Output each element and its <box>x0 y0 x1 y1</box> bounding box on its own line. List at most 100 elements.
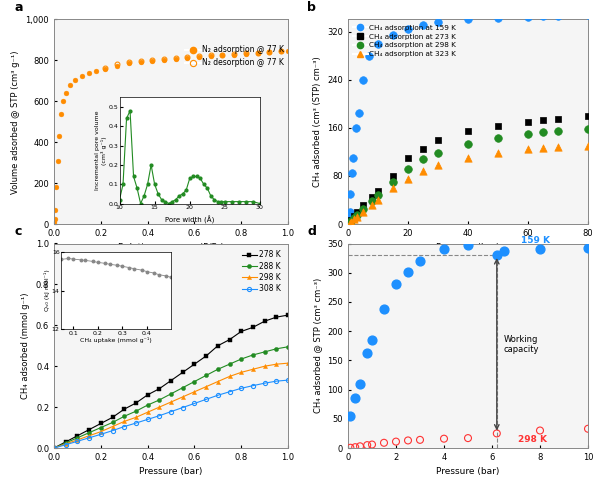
CH₄ adsorption at 273 K <box>403 154 413 162</box>
Point <box>463 434 473 442</box>
278 K <box>203 353 210 359</box>
278 K <box>226 337 233 342</box>
Point <box>403 268 413 276</box>
288 K <box>226 361 233 367</box>
X-axis label: Pressure (bar): Pressure (bar) <box>436 468 500 476</box>
298 K <box>179 394 187 400</box>
CH₄ adsorption at 273 K <box>349 212 359 220</box>
Point <box>367 441 377 449</box>
308 K <box>97 431 104 437</box>
CH₄ adsorption at 159 K <box>350 124 360 131</box>
Point <box>492 251 502 259</box>
CH₄ adsorption at 323 K <box>344 219 354 227</box>
288 K <box>132 408 139 414</box>
CH₄ adsorption at 273 K <box>538 116 548 124</box>
308 K <box>250 383 257 389</box>
308 K <box>167 409 175 414</box>
Text: d: d <box>307 225 316 238</box>
308 K <box>214 393 221 398</box>
298 K <box>85 433 92 439</box>
Point <box>583 244 593 252</box>
CH₄ adsorption at 298 K <box>403 165 413 172</box>
288 K <box>109 419 116 426</box>
Point <box>439 245 449 253</box>
CH₄ adsorption at 159 K <box>403 25 413 33</box>
CH₄ adsorption at 298 K <box>553 127 563 135</box>
298 K <box>62 441 70 447</box>
CH₄ adsorption at 323 K <box>538 144 548 152</box>
CH₄ adsorption at 298 K <box>388 178 398 186</box>
Point <box>391 438 401 446</box>
CH₄ adsorption at 323 K <box>403 175 413 183</box>
Line: 288 K: 288 K <box>52 345 290 450</box>
298 K <box>214 379 221 385</box>
CH₄ adsorption at 159 K <box>388 31 398 38</box>
Legend: 278 K, 288 K, 298 K, 308 K: 278 K, 288 K, 298 K, 308 K <box>239 247 284 296</box>
CH₄ adsorption at 159 K <box>493 15 503 22</box>
298 K <box>74 437 81 443</box>
CH₄ adsorption at 323 K <box>349 215 359 223</box>
298 K <box>191 389 198 394</box>
CH₄ adsorption at 323 K <box>523 146 533 153</box>
CH₄ adsorption at 298 K <box>538 128 548 136</box>
Point <box>403 436 413 444</box>
Y-axis label: CH₄ adsorbed @ STP (cm³ cm⁻³): CH₄ adsorbed @ STP (cm³ cm⁻³) <box>313 278 322 413</box>
278 K <box>214 343 221 349</box>
Point <box>379 305 389 313</box>
298 K <box>132 414 139 420</box>
CH₄ adsorption at 159 K <box>346 190 355 198</box>
Point <box>583 425 593 432</box>
Line: 298 K: 298 K <box>52 361 290 450</box>
CH₄ adsorption at 159 K <box>463 16 473 23</box>
CH₄ adsorption at 323 K <box>367 202 377 209</box>
Point <box>391 281 401 288</box>
308 K <box>203 396 210 402</box>
278 K <box>97 421 104 427</box>
308 K <box>238 385 245 391</box>
288 K <box>179 385 187 391</box>
CH₄ adsorption at 298 K <box>367 197 377 205</box>
308 K <box>132 420 139 426</box>
288 K <box>74 435 81 441</box>
CH₄ adsorption at 159 K <box>354 109 364 116</box>
CH₄ adsorption at 298 K <box>523 130 533 138</box>
Text: a: a <box>14 1 23 14</box>
CH₄ adsorption at 159 K <box>373 39 383 47</box>
308 K <box>226 389 233 394</box>
308 K <box>179 405 187 411</box>
CH₄ adsorption at 159 K <box>347 169 356 177</box>
CH₄ adsorption at 273 K <box>346 216 356 224</box>
308 K <box>74 438 81 444</box>
Point <box>346 412 355 420</box>
X-axis label: Relative pressure (P/P₀): Relative pressure (P/P₀) <box>118 244 224 252</box>
CH₄ adsorption at 323 K <box>358 208 368 216</box>
CH₄ adsorption at 159 K <box>344 208 354 216</box>
CH₄ adsorption at 159 K <box>364 52 374 59</box>
CH₄ adsorption at 273 K <box>373 187 383 195</box>
298 K <box>203 384 210 390</box>
278 K <box>109 414 116 420</box>
Point <box>415 257 425 265</box>
278 K <box>62 439 70 445</box>
288 K <box>121 413 128 419</box>
Text: b: b <box>307 1 316 14</box>
308 K <box>156 413 163 419</box>
Text: c: c <box>14 225 22 238</box>
288 K <box>85 430 92 435</box>
CH₄ adsorption at 323 K <box>352 213 362 221</box>
308 K <box>284 377 292 383</box>
278 K <box>261 318 268 324</box>
CH₄ adsorption at 298 K <box>344 219 354 227</box>
278 K <box>284 312 292 318</box>
Point <box>415 436 425 444</box>
278 K <box>132 400 139 406</box>
Point <box>350 443 360 451</box>
298 K <box>156 404 163 410</box>
Point <box>463 242 473 249</box>
Point <box>367 336 377 344</box>
Legend: CH₄ adsorption at 159 K, CH₄ adsorption at 273 K, CH₄ adsorption at 298 K, CH₄ a: CH₄ adsorption at 159 K, CH₄ adsorption … <box>352 23 457 59</box>
288 K <box>250 352 257 358</box>
288 K <box>191 379 198 385</box>
298 K <box>250 366 257 372</box>
CH₄ adsorption at 273 K <box>418 145 428 153</box>
